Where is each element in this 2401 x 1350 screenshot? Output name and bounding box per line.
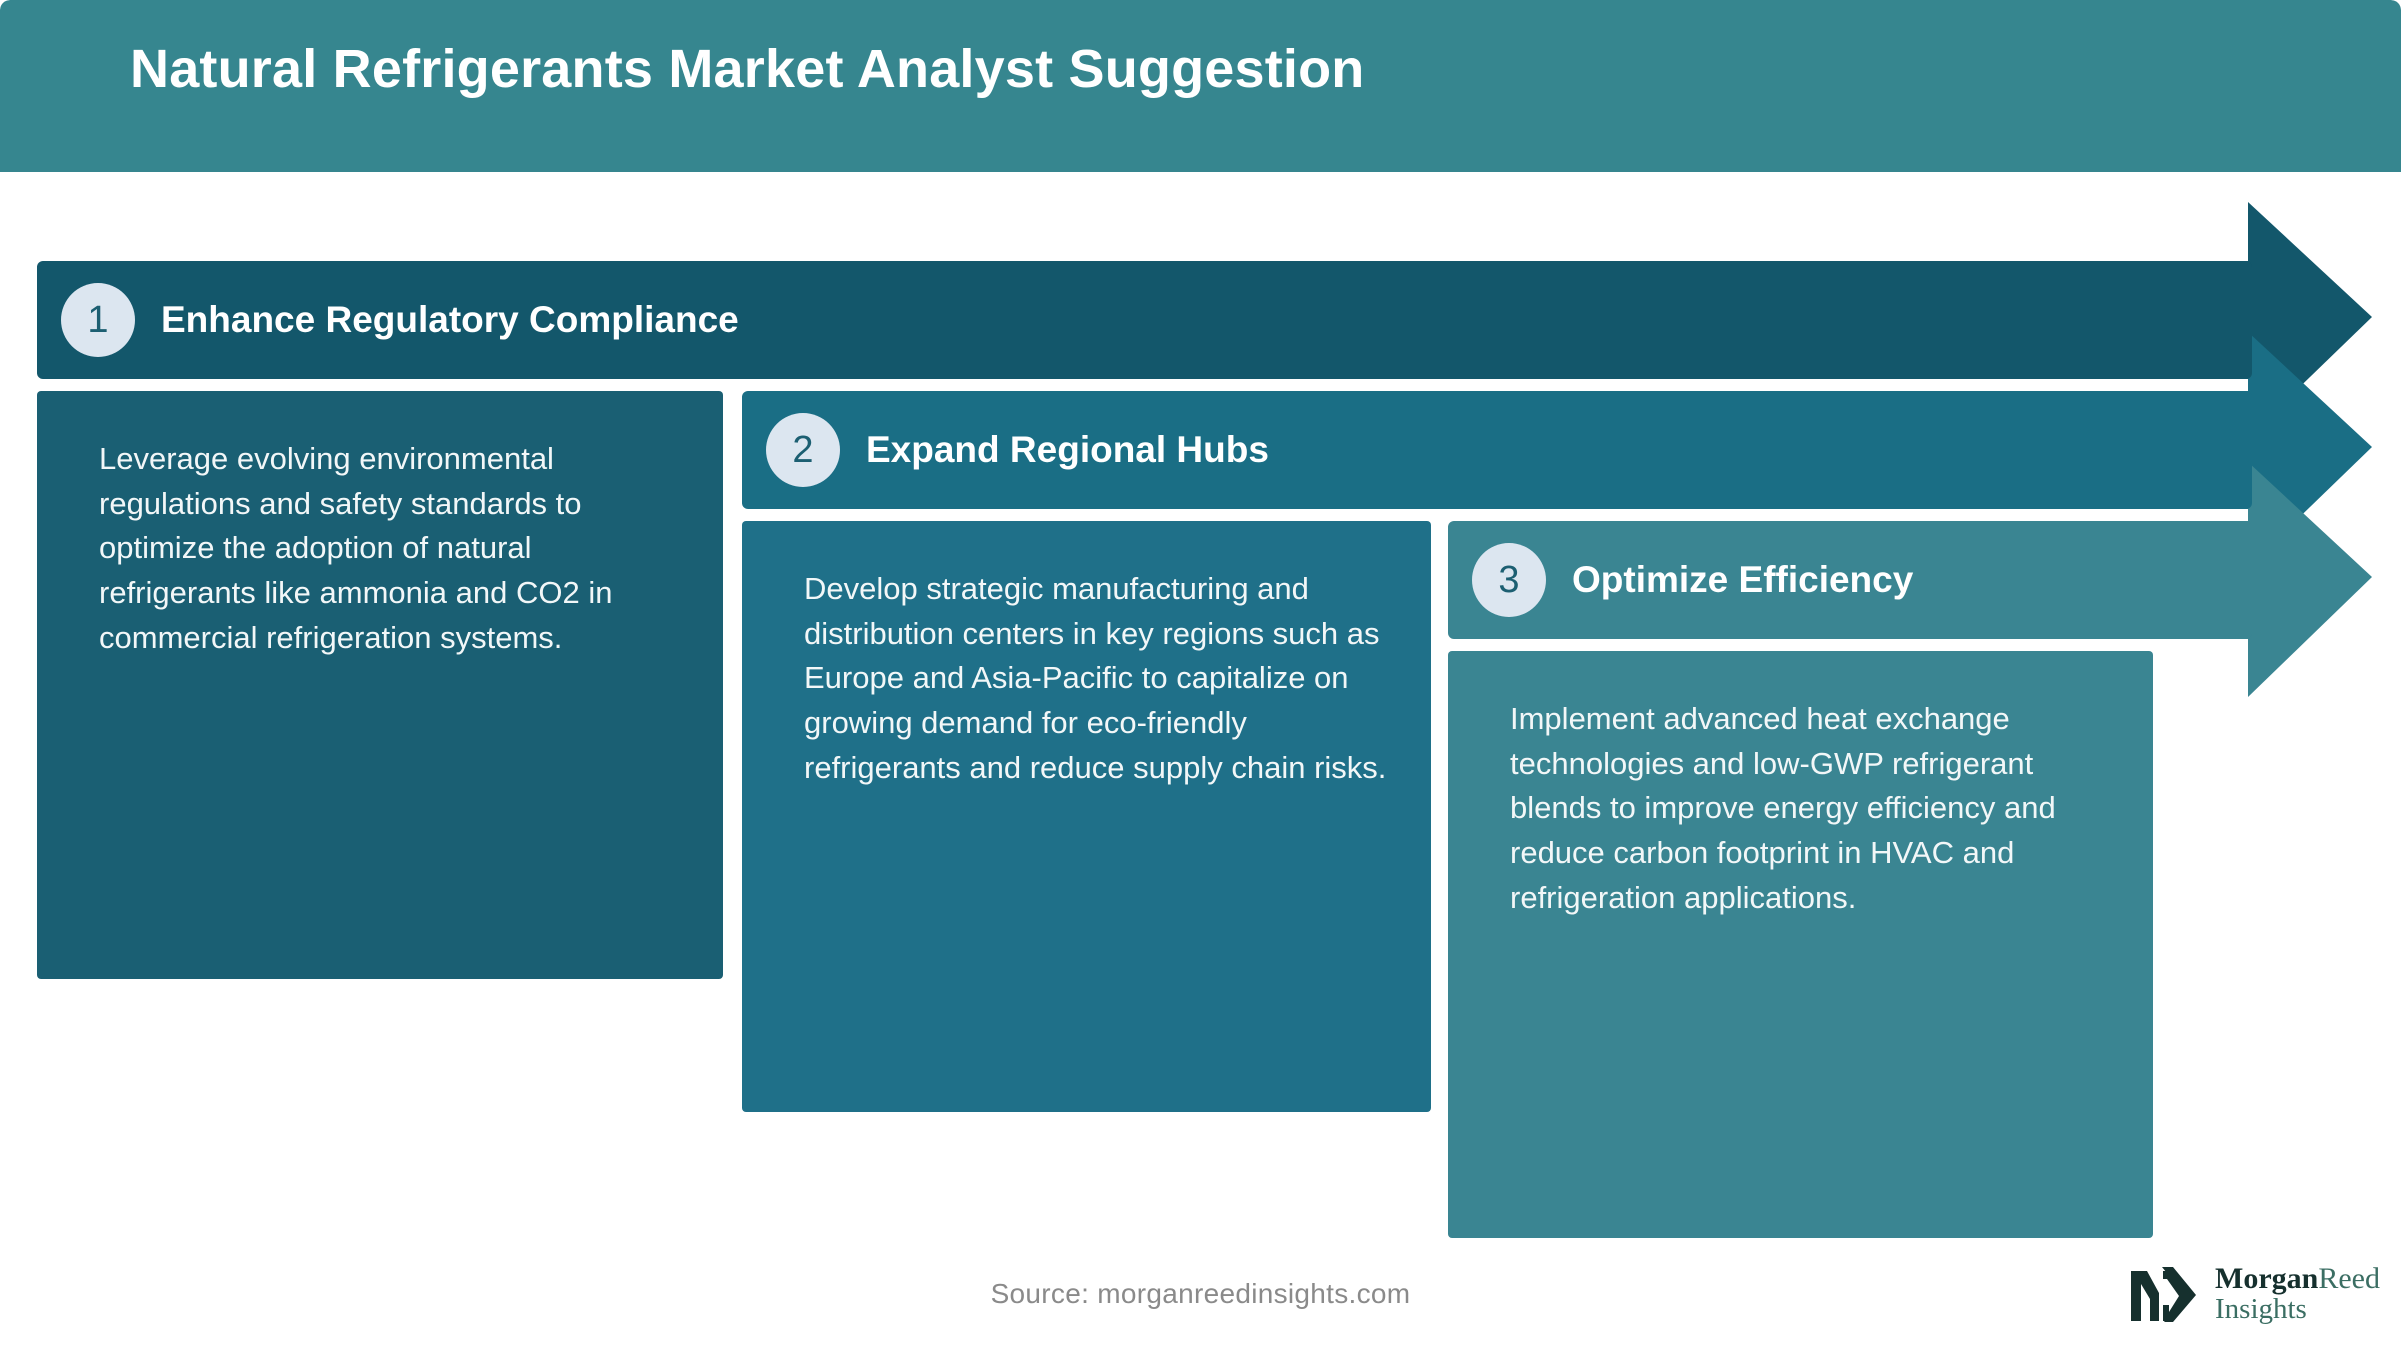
logo-word-morgan: Morgan [2215,1261,2319,1295]
logo-word-reed: Reed [2318,1261,2380,1295]
logo-word-insights: Insights [2215,1292,2307,1325]
step-body-3: Implement advanced heat exchange technol… [1448,651,2153,1238]
step-title-3: Optimize Efficiency [1572,559,1914,600]
step-title-2: Expand Regional Hubs [866,429,1269,470]
step-header-1[interactable]: 1 Enhance Regulatory Compliance [37,261,2252,379]
source-attribution: Source: morganreedinsights.com [990,1278,1411,1309]
step-body-1: Leverage evolving environmental regulati… [37,391,723,979]
step-body-2: Develop strategic manufacturing and dist… [742,521,1431,1112]
step-header-3[interactable]: 3 Optimize Efficiency [1448,521,2252,639]
logo-wordmark: MorganReed Insights [2215,1261,2380,1325]
step-body-text-3: Implement advanced heat exchange technol… [1510,701,2056,915]
step-title-1: Enhance Regulatory Compliance [161,299,739,340]
step-body-text-2: Develop strategic manufacturing and dist… [804,571,1387,785]
step-number-badge-1: 1 [61,283,135,357]
step-body-text-1: Leverage evolving environmental regulati… [99,441,613,655]
title-band: Natural Refrigerants Market Analyst Sugg… [0,0,2401,172]
step-header-2[interactable]: 2 Expand Regional Hubs [742,391,2252,509]
step-number-badge-3: 3 [1472,543,1546,617]
mr-monogram-icon [2131,1267,2196,1322]
brand-logo: MorganReed Insights [2129,1258,2380,1330]
step-number-badge-2: 2 [766,413,840,487]
page-title: Natural Refrigerants Market Analyst Sugg… [130,39,1365,99]
